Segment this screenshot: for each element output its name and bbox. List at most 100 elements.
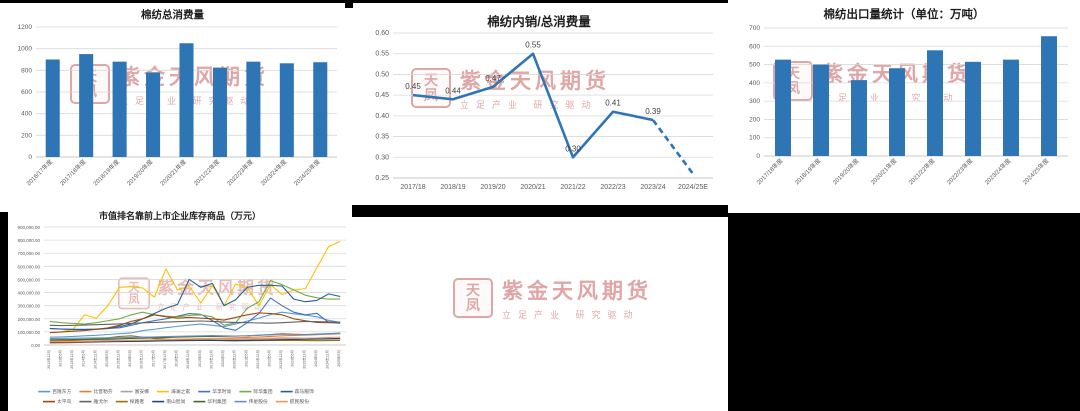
svg-text:0.40: 0.40 xyxy=(375,113,389,120)
svg-text:700,000.00: 700,000.00 xyxy=(17,251,40,256)
svg-text:伟星股份: 伟星股份 xyxy=(249,398,268,405)
svg-text:2023/24年度: 2023/24年度 xyxy=(983,157,1012,186)
svg-text:2014年12月: 2014年12月 xyxy=(92,350,97,369)
svg-text:0.55: 0.55 xyxy=(525,41,541,50)
svg-text:2025年6月: 2025年6月 xyxy=(336,350,341,367)
svg-text:400: 400 xyxy=(21,111,32,118)
chart-title: 棉纺总消费量 xyxy=(141,9,204,21)
svg-text:900,000.00: 900,000.00 xyxy=(17,225,40,230)
svg-text:富安娜: 富安娜 xyxy=(135,388,150,395)
svg-text:2022年12月: 2022年12月 xyxy=(278,350,283,369)
svg-text:2023/24: 2023/24 xyxy=(640,184,665,191)
svg-text:2018年6月: 2018年6月 xyxy=(174,350,179,367)
svg-text:探路者: 探路者 xyxy=(130,398,145,405)
chart-title: 棉纺出口量统计（单位：万吨） xyxy=(823,9,985,21)
svg-text:2023/24年度: 2023/24年度 xyxy=(259,158,288,187)
svg-text:航民股份: 航民股份 xyxy=(290,398,309,405)
svg-text:2021年12月: 2021年12月 xyxy=(255,350,260,369)
svg-text:600: 600 xyxy=(749,43,760,50)
svg-text:华孚时尚: 华孚时尚 xyxy=(212,388,231,395)
svg-text:2013年12月: 2013年12月 xyxy=(69,350,74,369)
chart-canvas: 0 100 200 300 400 500 600 700 2017/18年度 2018/19年度… xyxy=(749,25,1068,186)
svg-text:2017/18: 2017/18 xyxy=(400,184,425,191)
chart-listed-companies-inventory: 天凤 紫金天风期货 立足产业 研究驱动 xyxy=(358,217,728,411)
chart-canvas: 0.25 0.30 0.35 0.40 0.45 0.50 0.55 0.60 2017/18 2… xyxy=(375,30,713,191)
svg-text:2016年12月: 2016年12月 xyxy=(139,350,144,369)
svg-text:海澜之家: 海澜之家 xyxy=(171,388,190,395)
black-filler-top-strip xyxy=(0,0,728,3)
svg-text:际华集团: 际华集团 xyxy=(253,388,272,395)
svg-text:2018年12月: 2018年12月 xyxy=(185,350,190,369)
svg-text:2024/25年度: 2024/25年度 xyxy=(292,158,321,187)
chart-top-companies-inventory: 市值排名靠前上市企业库存商品（万元） 天凤 紫金天风期货 立足产业 研究驱动 0… xyxy=(8,207,352,411)
svg-text:2021/22: 2021/22 xyxy=(560,184,585,191)
svg-text:2014年6月: 2014年6月 xyxy=(81,350,86,367)
svg-text:2023年6月: 2023年6月 xyxy=(290,350,295,367)
svg-text:200: 200 xyxy=(749,116,760,123)
svg-text:400,000.00: 400,000.00 xyxy=(17,291,40,296)
svg-text:2020年6月: 2020年6月 xyxy=(220,350,225,367)
svg-text:1200: 1200 xyxy=(18,24,33,31)
svg-text:2018/19年度: 2018/19年度 xyxy=(793,157,822,186)
svg-text:0.35: 0.35 xyxy=(375,134,389,141)
svg-text:2017/18年度: 2017/18年度 xyxy=(58,158,87,187)
svg-text:300,000.00: 300,000.00 xyxy=(17,304,40,309)
svg-text:800: 800 xyxy=(21,67,32,74)
svg-text:100: 100 xyxy=(749,135,760,142)
svg-text:2015年6月: 2015年6月 xyxy=(104,350,109,367)
chart-total-consumption: 棉纺总消费量 天凤 紫金天风期货 立足产业 研究驱动 0200400600800… xyxy=(0,3,345,203)
svg-text:200,000.00: 200,000.00 xyxy=(17,317,40,322)
svg-text:2012年12月: 2012年12月 xyxy=(46,350,51,369)
svg-text:2019年6月: 2019年6月 xyxy=(197,350,202,367)
svg-text:0.44: 0.44 xyxy=(445,86,461,95)
svg-text:0.50: 0.50 xyxy=(375,71,389,78)
svg-text:0.25: 0.25 xyxy=(375,175,389,182)
svg-text:雅戈尔: 雅戈尔 xyxy=(93,398,108,405)
svg-text:2019/20: 2019/20 xyxy=(480,184,505,191)
chart-canvas: 0.00 100,000.00 200,000.00 300,000.00 400,00… xyxy=(17,225,346,405)
svg-text:南山智尚: 南山智尚 xyxy=(166,398,185,405)
svg-text:0: 0 xyxy=(28,154,32,161)
svg-text:比音勒芬: 比音勒芬 xyxy=(93,388,112,395)
svg-text:600: 600 xyxy=(21,89,32,96)
svg-text:2015年12月: 2015年12月 xyxy=(116,350,121,369)
svg-text:华利集团: 华利集团 xyxy=(207,398,226,405)
svg-text:100,000.00: 100,000.00 xyxy=(17,330,40,335)
svg-text:森马服饰: 森马服饰 xyxy=(295,388,314,395)
svg-text:2022/23年度: 2022/23年度 xyxy=(945,157,974,186)
svg-text:0.55: 0.55 xyxy=(375,51,389,58)
svg-text:0.45: 0.45 xyxy=(405,82,421,91)
chart-domestic-ratio: 棉纺内销/总消费量 天凤 紫金天风期货 立足产业 研究驱动 0.25 0.30 0.… xyxy=(353,3,725,202)
svg-text:600,000.00: 600,000.00 xyxy=(17,264,40,269)
svg-text:2017/18年度: 2017/18年度 xyxy=(755,157,784,186)
svg-text:0.00: 0.00 xyxy=(31,343,40,348)
svg-text:2019年12月: 2019年12月 xyxy=(208,350,213,369)
chart-export-volume: 棉纺出口量统计（单位：万吨） 天凤 紫金天风期货 立足产业 研究驱动 01002… xyxy=(728,0,1080,204)
svg-text:0.41: 0.41 xyxy=(605,99,621,108)
svg-text:0.30: 0.30 xyxy=(375,154,389,161)
chart-canvas xyxy=(358,217,728,411)
svg-text:2024/25E: 2024/25E xyxy=(678,184,708,191)
svg-text:400: 400 xyxy=(749,80,760,87)
svg-text:0.45: 0.45 xyxy=(375,92,389,99)
svg-text:0.47: 0.47 xyxy=(485,74,501,83)
svg-text:2020/21年度: 2020/21年度 xyxy=(158,158,187,187)
svg-text:2018/19: 2018/19 xyxy=(440,184,465,191)
svg-text:2017年6月: 2017年6月 xyxy=(150,350,155,367)
svg-text:0.60: 0.60 xyxy=(375,30,389,37)
svg-text:700: 700 xyxy=(749,25,760,32)
svg-text:2023年12月: 2023年12月 xyxy=(301,350,306,369)
svg-text:2022年6月: 2022年6月 xyxy=(267,350,272,367)
black-filler-bottom-right xyxy=(728,213,1080,411)
svg-text:2017年12月: 2017年12月 xyxy=(162,350,167,369)
svg-text:2024年12月: 2024年12月 xyxy=(325,350,330,369)
svg-text:1000: 1000 xyxy=(18,46,33,53)
svg-text:0.39: 0.39 xyxy=(645,107,661,116)
svg-text:2013年6月: 2013年6月 xyxy=(57,350,62,367)
svg-text:百隆东方: 百隆东方 xyxy=(52,388,71,395)
svg-text:2019/20年度: 2019/20年度 xyxy=(125,158,154,187)
black-filler-top-square xyxy=(345,0,358,8)
svg-text:500: 500 xyxy=(749,62,760,69)
